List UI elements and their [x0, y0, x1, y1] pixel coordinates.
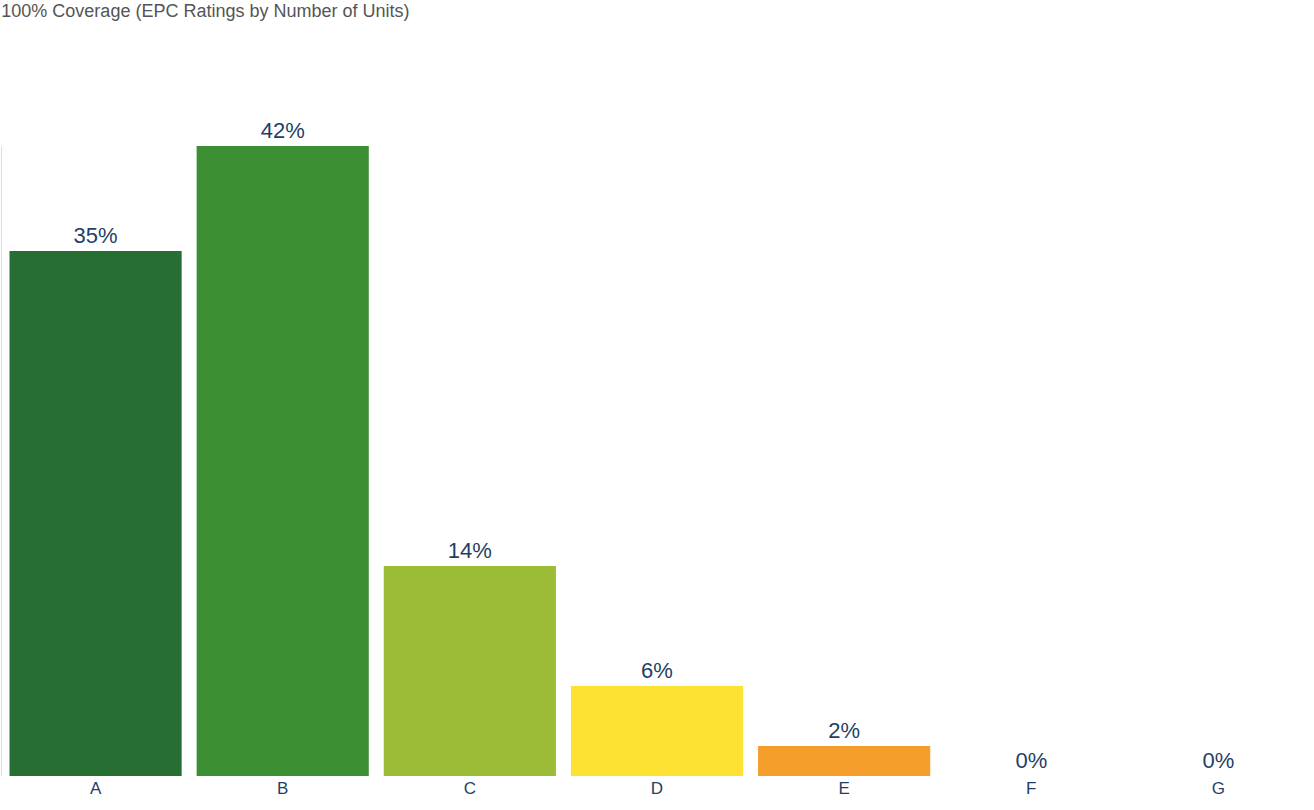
- svg-text:A: A: [90, 779, 102, 798]
- svg-text:0%: 0%: [1015, 748, 1047, 773]
- svg-text:D: D: [651, 779, 663, 798]
- svg-text:F: F: [1026, 779, 1036, 798]
- svg-text:C: C: [464, 779, 476, 798]
- svg-text:14%: 14%: [448, 538, 492, 563]
- svg-text:E: E: [838, 779, 849, 798]
- svg-text:B: B: [277, 779, 288, 798]
- svg-text:2%: 2%: [828, 718, 860, 743]
- svg-text:100% Coverage (EPC Ratings by: 100% Coverage (EPC Ratings by Number of …: [1, 1, 409, 21]
- svg-text:0%: 0%: [1203, 748, 1235, 773]
- svg-text:G: G: [1212, 779, 1225, 798]
- svg-text:42%: 42%: [261, 118, 305, 143]
- svg-text:6%: 6%: [641, 658, 673, 683]
- svg-text:35%: 35%: [74, 223, 118, 248]
